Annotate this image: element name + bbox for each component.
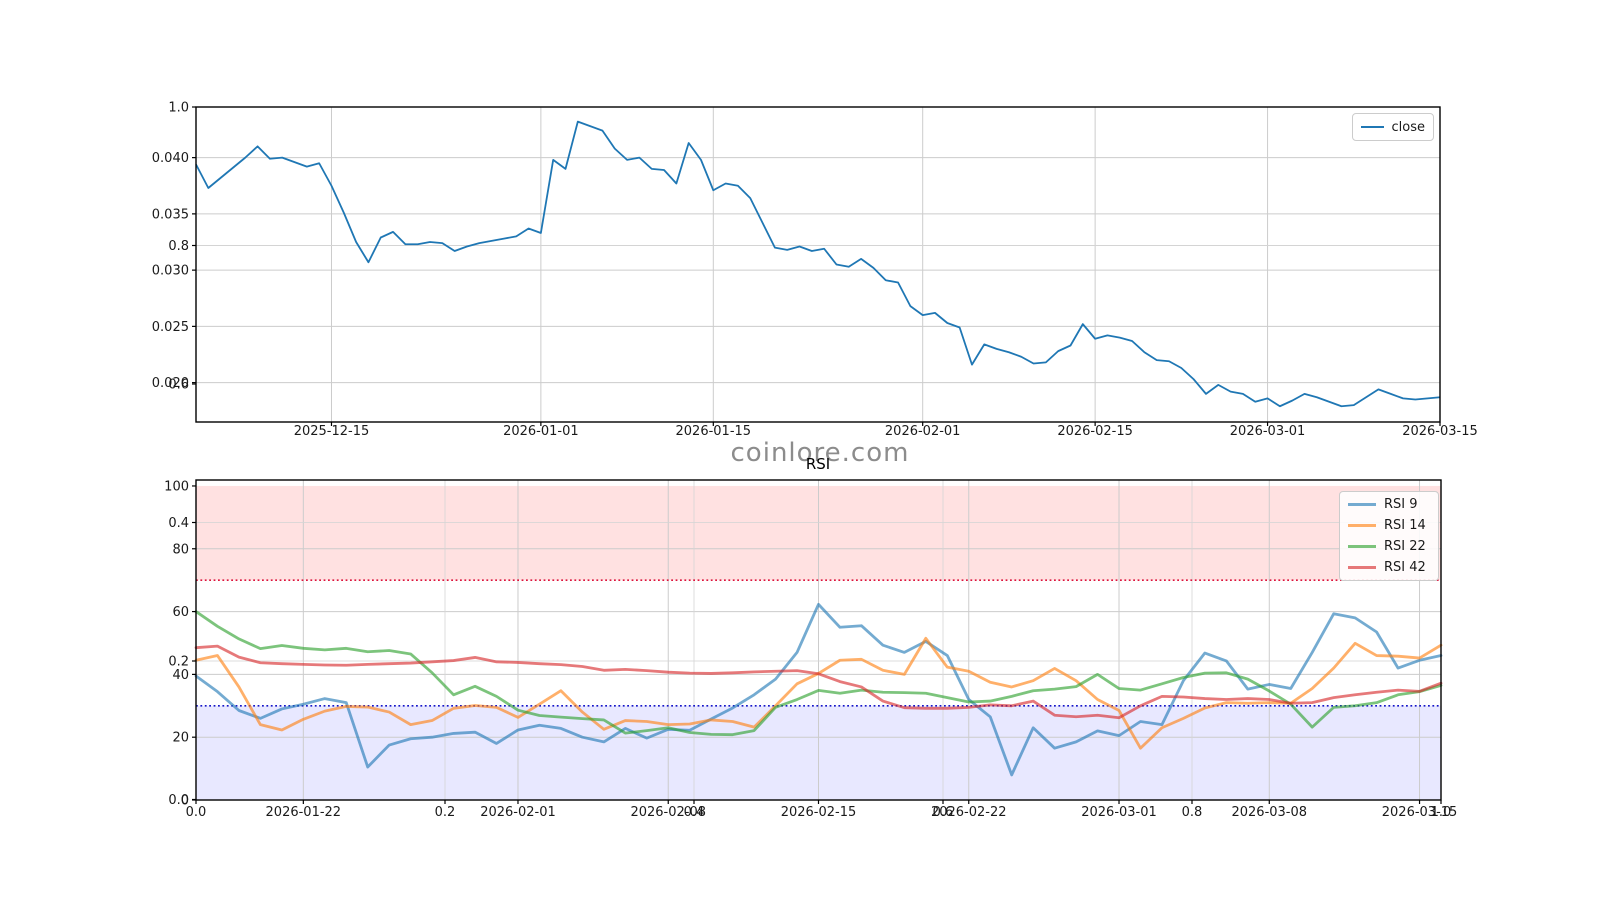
svg-text:0.2: 0.2	[168, 655, 189, 670]
rsi14-legend-label: RSI 14	[1384, 518, 1426, 533]
svg-text:0: 0	[181, 794, 189, 809]
price-legend: close	[1352, 113, 1434, 141]
rsi-tick-labels: 2026-01-22 2026-02-01 2026-02-08 2026-02-15…	[164, 479, 1457, 820]
svg-text:2026-02-01: 2026-02-01	[480, 805, 556, 820]
rsi9-line-sample-icon	[1348, 503, 1376, 506]
rsi14-line-sample-icon	[1348, 524, 1376, 527]
price-axes	[192, 106, 1441, 426]
svg-text:2026-01-22: 2026-01-22	[266, 805, 342, 820]
svg-text:2026-02-15: 2026-02-15	[781, 805, 857, 820]
svg-text:40: 40	[172, 668, 189, 683]
svg-text:2026-03-15: 2026-03-15	[1402, 424, 1478, 439]
svg-text:0.0: 0.0	[168, 793, 189, 808]
svg-text:1.0: 1.0	[1431, 805, 1452, 820]
rsi42-line-sample-icon	[1348, 566, 1376, 569]
rsi22-legend-label: RSI 22	[1384, 539, 1426, 554]
svg-text:0.6: 0.6	[933, 805, 954, 820]
svg-text:0.8: 0.8	[1182, 805, 1203, 820]
svg-text:2025-12-15: 2025-12-15	[294, 424, 370, 439]
close-line	[195, 120, 1441, 408]
rsi-axes	[192, 479, 1442, 804]
svg-text:0.4: 0.4	[684, 805, 705, 820]
svg-text:0.020: 0.020	[152, 376, 189, 391]
svg-text:2026-01-15: 2026-01-15	[676, 424, 752, 439]
rsi-ref-lines	[196, 579, 1441, 707]
svg-text:0.4: 0.4	[168, 516, 189, 531]
legend-row-rsi9: RSI 9	[1340, 494, 1438, 515]
svg-text:2026-02-08: 2026-02-08	[630, 805, 706, 820]
rsi-chart-title: RSI	[805, 455, 831, 473]
rsi-line-rsi42	[194, 644, 1443, 720]
legend-row-rsi22: RSI 22	[1340, 536, 1438, 557]
svg-text:2026-01-01: 2026-01-01	[503, 424, 579, 439]
svg-text:0.030: 0.030	[152, 264, 189, 279]
svg-text:2026-03-15: 2026-03-15	[1382, 805, 1458, 820]
rsi-legend: RSI 9 RSI 14 RSI 22 RSI 42	[1339, 491, 1439, 581]
svg-text:100: 100	[164, 479, 189, 494]
svg-text:2026-03-01: 2026-03-01	[1230, 424, 1306, 439]
svg-text:0.6: 0.6	[168, 378, 189, 393]
watermark: coinlore.com	[730, 438, 910, 468]
svg-text:2026-02-01: 2026-02-01	[885, 424, 961, 439]
legend-row-rsi14: RSI 14	[1340, 515, 1438, 536]
price-tick-labels: 2025-12-15 2026-01-01 2026-01-15 2026-02-01…	[152, 101, 1478, 440]
close-legend-label: close	[1391, 119, 1425, 135]
legend-row-rsi42: RSI 42	[1340, 557, 1438, 578]
svg-text:0.025: 0.025	[152, 320, 189, 335]
svg-text:0.0: 0.0	[186, 805, 207, 820]
svg-text:0.040: 0.040	[152, 151, 189, 166]
rsi-line-rsi22	[194, 610, 1443, 737]
svg-text:2026-03-01: 2026-03-01	[1081, 805, 1157, 820]
svg-text:1.0: 1.0	[168, 101, 189, 116]
rsi-line-rsi9	[194, 602, 1443, 777]
svg-text:0.8: 0.8	[168, 239, 189, 254]
svg-text:80: 80	[172, 542, 189, 557]
rsi9-legend-label: RSI 9	[1384, 497, 1418, 512]
rsi22-line-sample-icon	[1348, 545, 1376, 548]
rsi42-legend-label: RSI 42	[1384, 560, 1426, 575]
svg-text:60: 60	[172, 605, 189, 620]
svg-text:2026-02-15: 2026-02-15	[1057, 424, 1133, 439]
close-line-sample-icon	[1361, 126, 1384, 128]
price-grid	[196, 107, 1441, 422]
legend-row-close: close	[1353, 117, 1433, 138]
svg-text:2026-02-22: 2026-02-22	[931, 805, 1007, 820]
svg-text:0.2: 0.2	[435, 805, 456, 820]
svg-text:0.035: 0.035	[152, 207, 189, 222]
svg-text:2026-03-08: 2026-03-08	[1231, 805, 1307, 820]
svg-text:20: 20	[172, 731, 189, 746]
